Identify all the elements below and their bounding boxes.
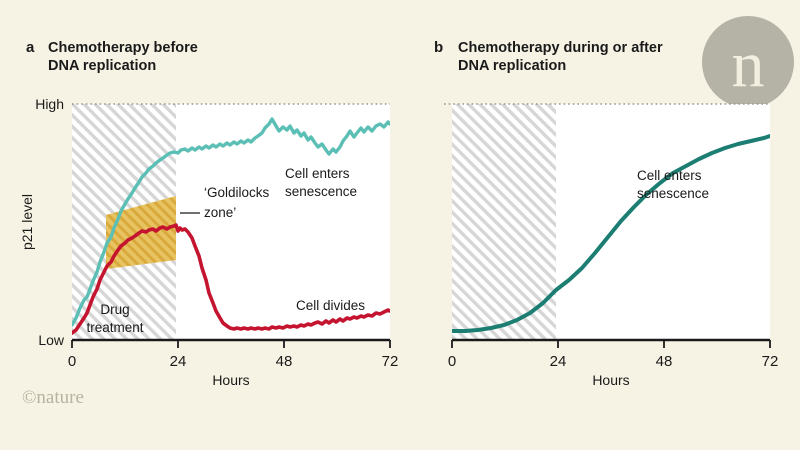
panel-a-divides-label: Cell divides: [296, 298, 365, 313]
nature-logo: n: [702, 16, 794, 108]
panel-a-x-axis-label: Hours: [212, 372, 249, 388]
panel-a-y-axis-label: p21 level: [19, 194, 35, 250]
panel-b: b Chemotherapy during or after DNA repli…: [434, 39, 778, 388]
panel-b-tick-label-72: 72: [762, 353, 779, 370]
logo-letter: n: [732, 28, 765, 101]
panel-a-drug-treatment-label-line2: treatment: [86, 320, 143, 335]
panel-a-letter: a: [26, 39, 35, 56]
panel-a-tick-label-48: 48: [276, 353, 293, 370]
panel-a-senescence-curve: [72, 117, 390, 327]
panel-b-title-line1: Chemotherapy during or after: [458, 40, 663, 56]
panel-b-senescence-label-line1: Cell enters: [637, 168, 702, 183]
panel-a-tick-label-24: 24: [170, 353, 187, 370]
panel-b-tick-label-0: 0: [448, 353, 456, 370]
panel-b-tick-label-24: 24: [550, 353, 567, 370]
panel-a-senescence-label-line2: senescence: [285, 184, 357, 199]
panel-a-tick-label-72: 72: [382, 353, 399, 370]
nature-credit: ©nature: [22, 387, 84, 408]
panel-a-y-high-label: High: [35, 96, 64, 112]
panel-a-drug-treatment-label-line1: Drug: [100, 302, 129, 317]
panel-a-title-line1: Chemotherapy before: [48, 40, 198, 56]
panel-a-goldilocks-label-line2: zone’: [204, 205, 236, 220]
panel-b-letter: b: [434, 39, 443, 56]
panel-a-y-low-label: Low: [38, 332, 65, 348]
logo-circle: [702, 16, 794, 108]
panel-a-senescence-label-line1: Cell enters: [285, 166, 350, 181]
panel-a: a Chemotherapy before DNA replication Hi…: [19, 39, 398, 388]
panel-b-x-axis-label: Hours: [592, 372, 629, 388]
panel-a-tick-label-0: 0: [68, 353, 76, 370]
panel-b-senescence-curve: [452, 134, 770, 333]
panel-b-tick-label-48: 48: [656, 353, 673, 370]
panel-a-title-line2: DNA replication: [48, 58, 156, 74]
panel-a-divides-curve: [72, 223, 390, 335]
panel-b-title-line2: DNA replication: [458, 58, 566, 74]
panel-a-goldilocks-label-line1: ‘Goldilocks: [204, 185, 270, 200]
panel-b-drug-treatment-band: [452, 104, 556, 340]
panel-b-senescence-label-line2: senescence: [637, 186, 709, 201]
